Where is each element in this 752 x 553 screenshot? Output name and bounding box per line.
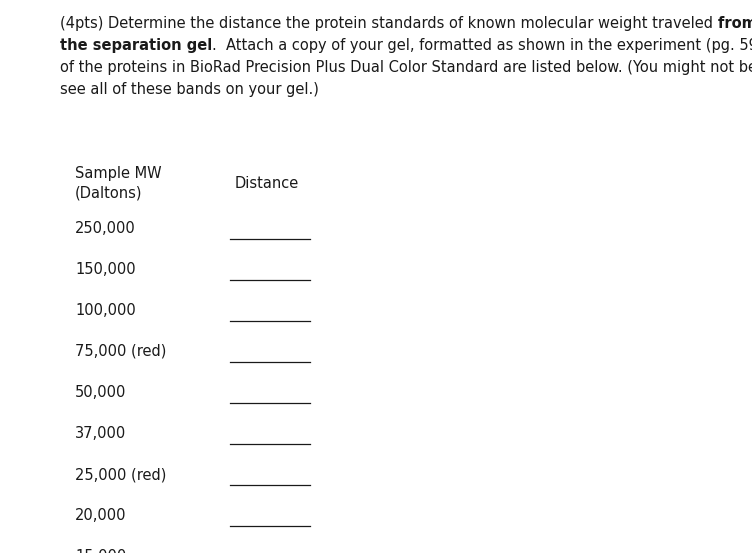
Text: 20,000: 20,000 xyxy=(75,508,126,523)
Text: 15,000: 15,000 xyxy=(75,549,126,553)
Text: 100,000: 100,000 xyxy=(75,303,136,318)
Text: Sample MW: Sample MW xyxy=(75,166,162,181)
Text: 150,000: 150,000 xyxy=(75,262,135,277)
Text: .  Attach a copy of your gel, formatted as shown in the experiment (pg. 59).  Th: . Attach a copy of your gel, formatted a… xyxy=(212,38,752,53)
Text: of the proteins in BioRad Precision Plus Dual Color Standard are listed below. (: of the proteins in BioRad Precision Plus… xyxy=(60,60,752,75)
Text: 25,000 (red): 25,000 (red) xyxy=(75,467,166,482)
Text: 50,000: 50,000 xyxy=(75,385,126,400)
Text: the separation gel: the separation gel xyxy=(60,38,212,53)
Text: Distance: Distance xyxy=(235,176,299,191)
Text: from the top of: from the top of xyxy=(718,16,752,31)
Text: (4pts) Determine the distance the protein standards of known molecular weight tr: (4pts) Determine the distance the protei… xyxy=(60,16,718,31)
Text: see all of these bands on your gel.): see all of these bands on your gel.) xyxy=(60,82,319,97)
Text: 75,000 (red): 75,000 (red) xyxy=(75,344,166,359)
Text: (Daltons): (Daltons) xyxy=(75,186,142,201)
Text: 250,000: 250,000 xyxy=(75,221,136,236)
Text: 37,000: 37,000 xyxy=(75,426,126,441)
